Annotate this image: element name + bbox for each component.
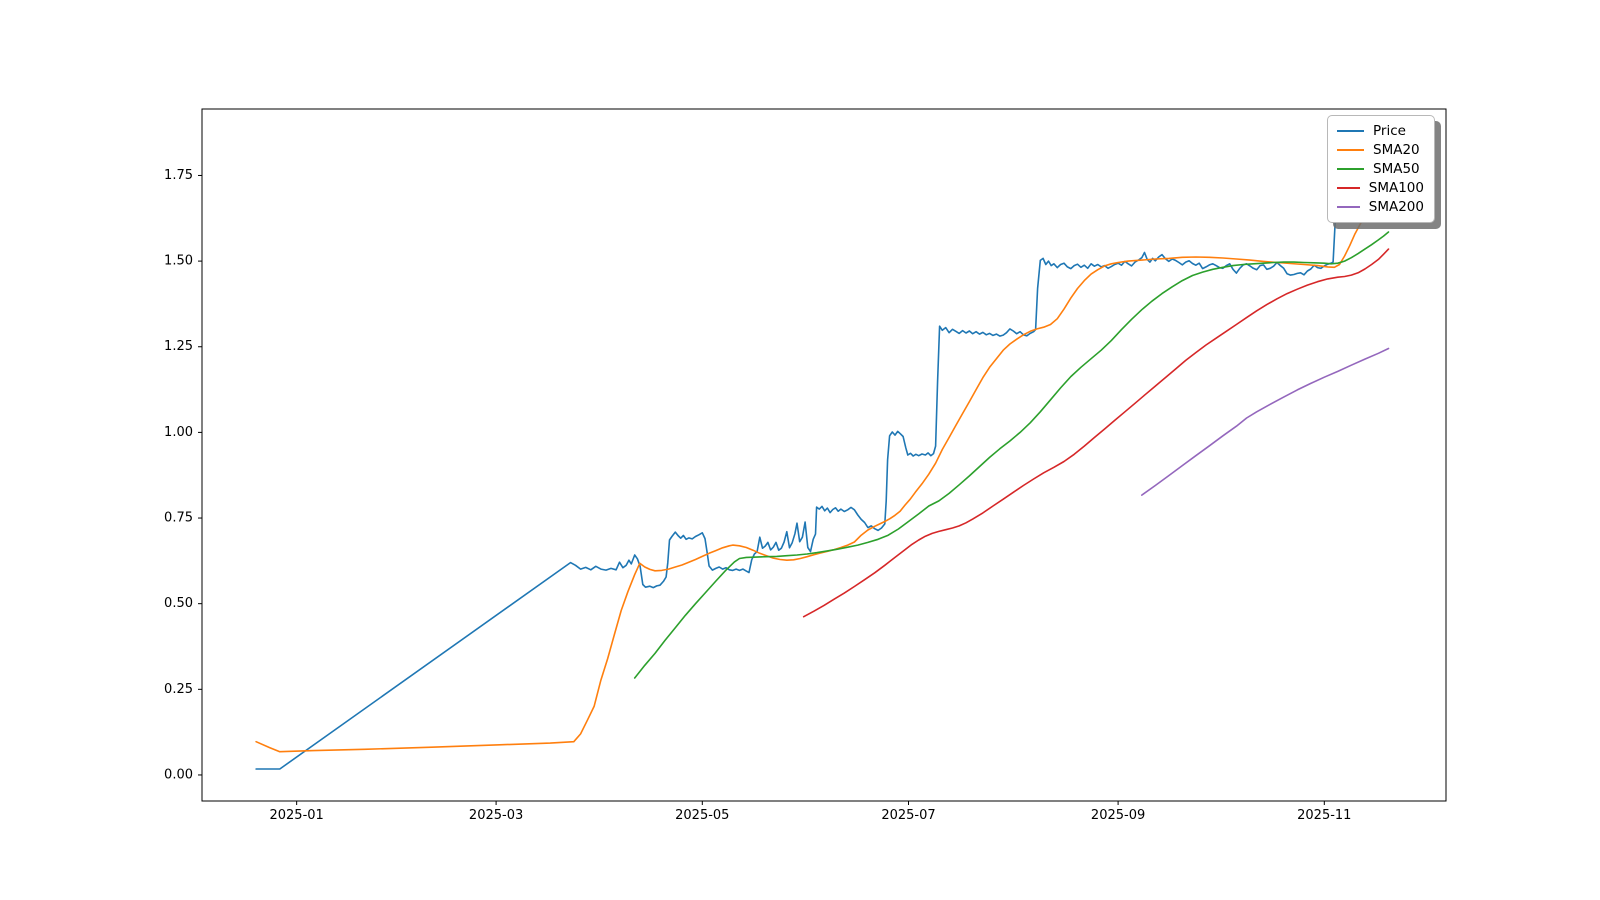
legend-label: SMA100: [1368, 180, 1424, 197]
price-line: [255, 140, 1390, 770]
legend-entry-sma20: SMA20: [1337, 140, 1424, 159]
legend-line-icon: [1337, 206, 1360, 209]
legend-label: SMA200: [1368, 199, 1424, 216]
x-tick-label: 2025-05: [675, 808, 729, 823]
y-tick-label: 0.00: [164, 767, 193, 782]
y-tick-label: 0.25: [164, 682, 193, 697]
legend-label: Price: [1373, 122, 1406, 139]
y-tick-label: 0.50: [164, 596, 193, 611]
y-tick-label: 0.75: [164, 511, 193, 526]
x-tick-label: 2025-01: [269, 808, 323, 823]
legend-entry-sma200: SMA200: [1337, 198, 1424, 217]
legend-line-icon: [1337, 168, 1364, 170]
legend-line-icon: [1337, 187, 1360, 190]
legend-line-icon: [1337, 148, 1364, 151]
legend-label: SMA50: [1373, 161, 1420, 177]
sma200-line: [1141, 347, 1390, 496]
sma50-line: [633, 231, 1390, 679]
legend-line-icon: [1337, 129, 1364, 132]
y-tick-label: 1.50: [164, 254, 193, 269]
x-tick-label: 2025-11: [1297, 808, 1351, 823]
legend-entry-price: Price: [1337, 121, 1424, 140]
y-tick-label: 1.75: [164, 168, 193, 183]
x-tick-label: 2025-07: [881, 808, 935, 823]
legend-entry-sma50: SMA50: [1337, 159, 1424, 178]
legend-entry-sma100: SMA100: [1337, 179, 1424, 198]
y-tick-label: 1.00: [164, 425, 193, 440]
legend-label: SMA20: [1373, 141, 1420, 158]
y-tick-label: 1.25: [164, 339, 193, 354]
sma100-line: [802, 248, 1390, 618]
plot-spines: [201, 108, 1447, 802]
sma20-line: [255, 179, 1390, 753]
x-tick-label: 2025-09: [1091, 808, 1145, 823]
x-tick-label: 2025-03: [469, 808, 523, 823]
legend-box: Price SMA20 SMA50 SMA100 SMA200: [1327, 115, 1435, 223]
